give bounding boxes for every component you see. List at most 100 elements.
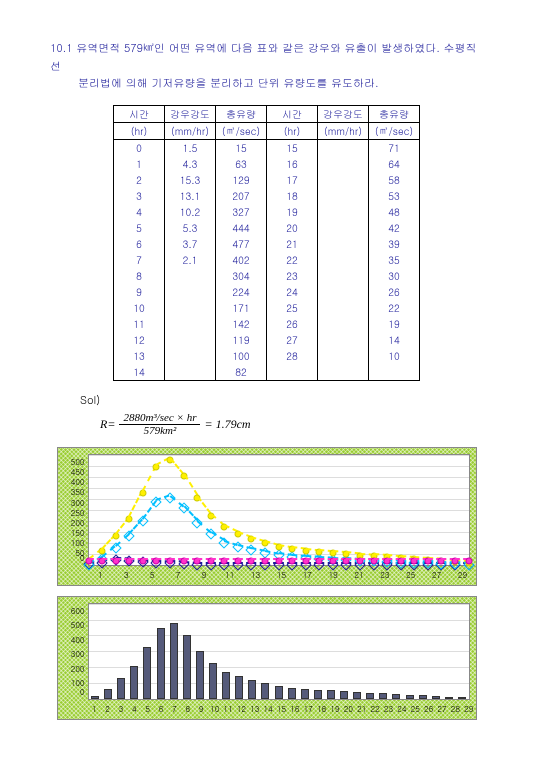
bar — [157, 628, 165, 698]
xtick-label: 17 — [294, 570, 320, 581]
xtick-label: 29 — [462, 704, 475, 715]
col-unit: (㎥/sec) — [369, 122, 420, 139]
xtick-label: 10 — [208, 704, 221, 715]
table-cell — [318, 220, 369, 236]
col-unit: (hr) — [267, 122, 318, 139]
xtick-label: 25 — [409, 704, 422, 715]
table-cell — [165, 332, 216, 348]
xtick-label: 5 — [139, 570, 165, 581]
ytick-label: 400 — [61, 637, 85, 645]
table-cell — [318, 364, 369, 381]
table-cell: 39 — [369, 236, 420, 252]
bar — [261, 683, 269, 699]
ytick-label: 0 — [61, 555, 85, 563]
xtick-label: 17 — [302, 704, 315, 715]
bar — [130, 666, 138, 699]
xtick-label: 22 — [368, 704, 381, 715]
formula-numerator: 2880m³/sec × hr — [119, 412, 200, 425]
ytick-label: 400 — [61, 479, 85, 487]
bar — [248, 680, 256, 699]
table-cell: 14 — [369, 332, 420, 348]
ytick-label: 300 — [61, 500, 85, 508]
table-cell: 82 — [216, 364, 267, 381]
table-row: 131002810 — [114, 348, 420, 364]
table-row: 313.12071853 — [114, 188, 420, 204]
ytick-label: 500 — [61, 622, 85, 630]
bar — [222, 672, 230, 699]
table-head: 시간강우강도총유량시간강우강도총유량 (hr)(mm/hr)(㎥/sec)(hr… — [114, 105, 420, 139]
xtick-label: 27 — [424, 570, 450, 581]
ytick-label: 100 — [61, 540, 85, 548]
table-cell: 100 — [216, 348, 267, 364]
formula-rhs: = 1.79cm — [204, 417, 250, 432]
table-cell: 22 — [369, 300, 420, 316]
xtick-label: 25 — [398, 570, 424, 581]
col-header: 총유량 — [216, 105, 267, 122]
table-cell — [318, 204, 369, 220]
xtick-label: 3 — [113, 570, 139, 581]
table-cell — [318, 316, 369, 332]
xtick-label: 26 — [422, 704, 435, 715]
xtick-label: 27 — [435, 704, 448, 715]
table-cell: 2.1 — [165, 252, 216, 268]
table-cell — [318, 188, 369, 204]
bar-chart-plot: 6005004003002001000 — [88, 603, 470, 700]
col-unit: (mm/hr) — [318, 122, 369, 139]
table-cell: 3 — [114, 188, 165, 204]
ytick-label: 450 — [61, 469, 85, 477]
bar — [379, 693, 387, 699]
bar — [314, 690, 322, 699]
table-cell: 119 — [216, 332, 267, 348]
formula: R= 2880m³/sec × hr 579km² = 1.79cm — [100, 412, 483, 437]
bar — [419, 695, 427, 698]
xtick-label: 2 — [101, 704, 114, 715]
table-cell: 23 — [267, 268, 318, 284]
ytick-label: 0 — [61, 689, 85, 697]
col-unit: (㎥/sec) — [216, 122, 267, 139]
table-row: 92242426 — [114, 284, 420, 300]
xtick-label: 14 — [261, 704, 274, 715]
bar — [445, 697, 453, 699]
table-cell: 42 — [369, 220, 420, 236]
table-row: 121192714 — [114, 332, 420, 348]
table-cell — [267, 364, 318, 381]
ytick-label: 200 — [61, 520, 85, 528]
table-cell: 30 — [369, 268, 420, 284]
ytick-label: 250 — [61, 510, 85, 518]
table-cell: 17 — [267, 172, 318, 188]
table-cell: 0 — [114, 139, 165, 156]
bar-chart-yaxis: 6005004003002001000 — [61, 604, 85, 699]
problem-line1: 유역면적 579㎢인 어떤 유역에 다음 표와 같은 강우와 유출이 발생하였다… — [50, 41, 477, 74]
table-cell: 477 — [216, 236, 267, 252]
col-header: 시간 — [267, 105, 318, 122]
problem-line2: 분리법에 의해 기저유량을 분리하고 단위 유량도를 유도하라. — [50, 75, 483, 93]
table-cell: 10 — [114, 300, 165, 316]
formula-denominator: 579km² — [140, 425, 181, 437]
table-cell — [318, 332, 369, 348]
ytick-label: 200 — [61, 666, 85, 674]
table-cell: 27 — [267, 332, 318, 348]
xtick-label: 7 — [168, 704, 181, 715]
table-cell: 327 — [216, 204, 267, 220]
xtick-label: 1 — [88, 570, 114, 581]
table-cell: 18 — [267, 188, 318, 204]
formula-fraction: 2880m³/sec × hr 579km² — [119, 412, 200, 437]
bar — [209, 663, 217, 698]
xtick-label: 21 — [355, 704, 368, 715]
bar — [301, 689, 309, 699]
table-cell — [318, 236, 369, 252]
table-cell: 4 — [114, 204, 165, 220]
ytick-label: 600 — [61, 608, 85, 616]
table-cell: 13 — [114, 348, 165, 364]
table-cell: 16 — [267, 156, 318, 172]
xtick-label: 24 — [395, 704, 408, 715]
xtick-label: 1 — [88, 704, 101, 715]
xtick-label: 12 — [235, 704, 248, 715]
table-cell: 4.3 — [165, 156, 216, 172]
table-cell: 28 — [267, 348, 318, 364]
table-row: 63.74772139 — [114, 236, 420, 252]
problem-statement: 10.1 유역면적 579㎢인 어떤 유역에 다음 표와 같은 강우와 유출이 … — [50, 40, 483, 93]
bar — [458, 697, 466, 699]
table-row: 101712522 — [114, 300, 420, 316]
xtick-label: 13 — [243, 570, 269, 581]
